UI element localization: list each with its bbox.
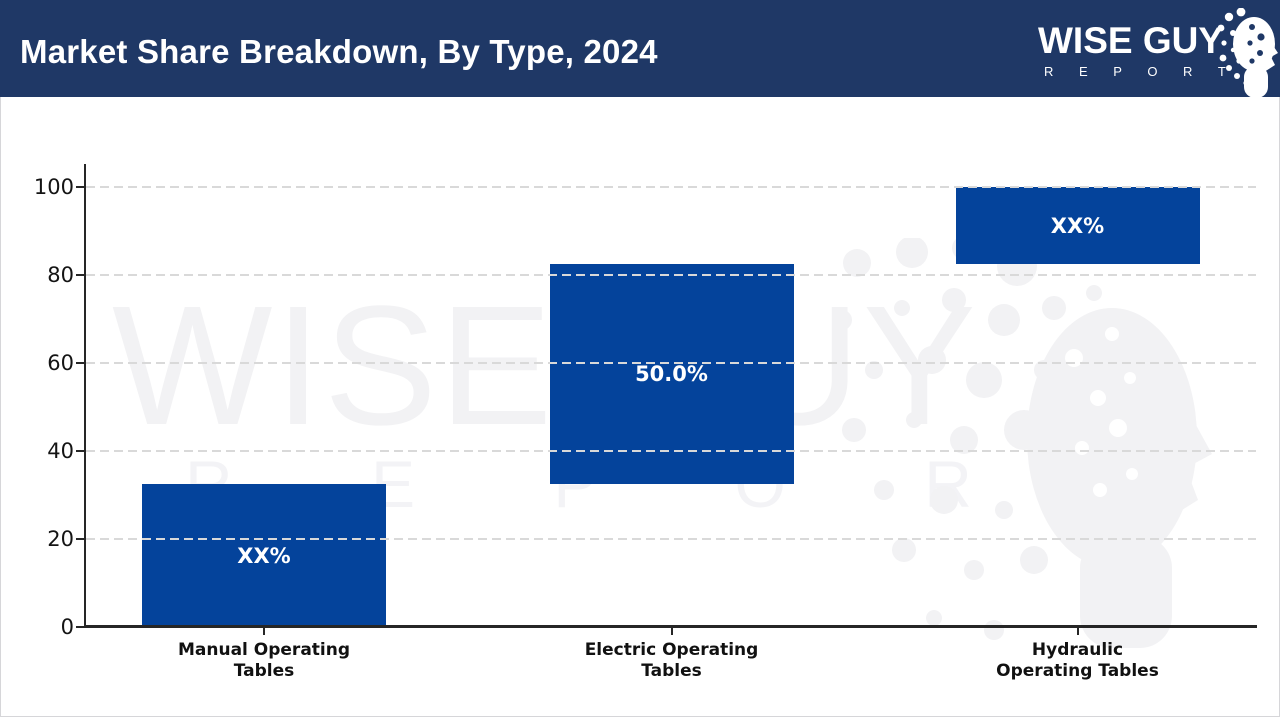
logo-reports-text: R E P O R T S (1044, 64, 1271, 79)
wise-guy-reports-logo: WISE GUY R E P O R T S (1038, 8, 1278, 98)
page-title: Market Share Breakdown, By Type, 2024 (20, 33, 658, 70)
logo-brand-text: WISE GUY (1038, 20, 1224, 61)
logo-head-icon (1217, 8, 1278, 98)
chart-card (0, 97, 1280, 717)
header-bar: Market Share Breakdown, By Type, 2024 WI… (0, 0, 1280, 98)
